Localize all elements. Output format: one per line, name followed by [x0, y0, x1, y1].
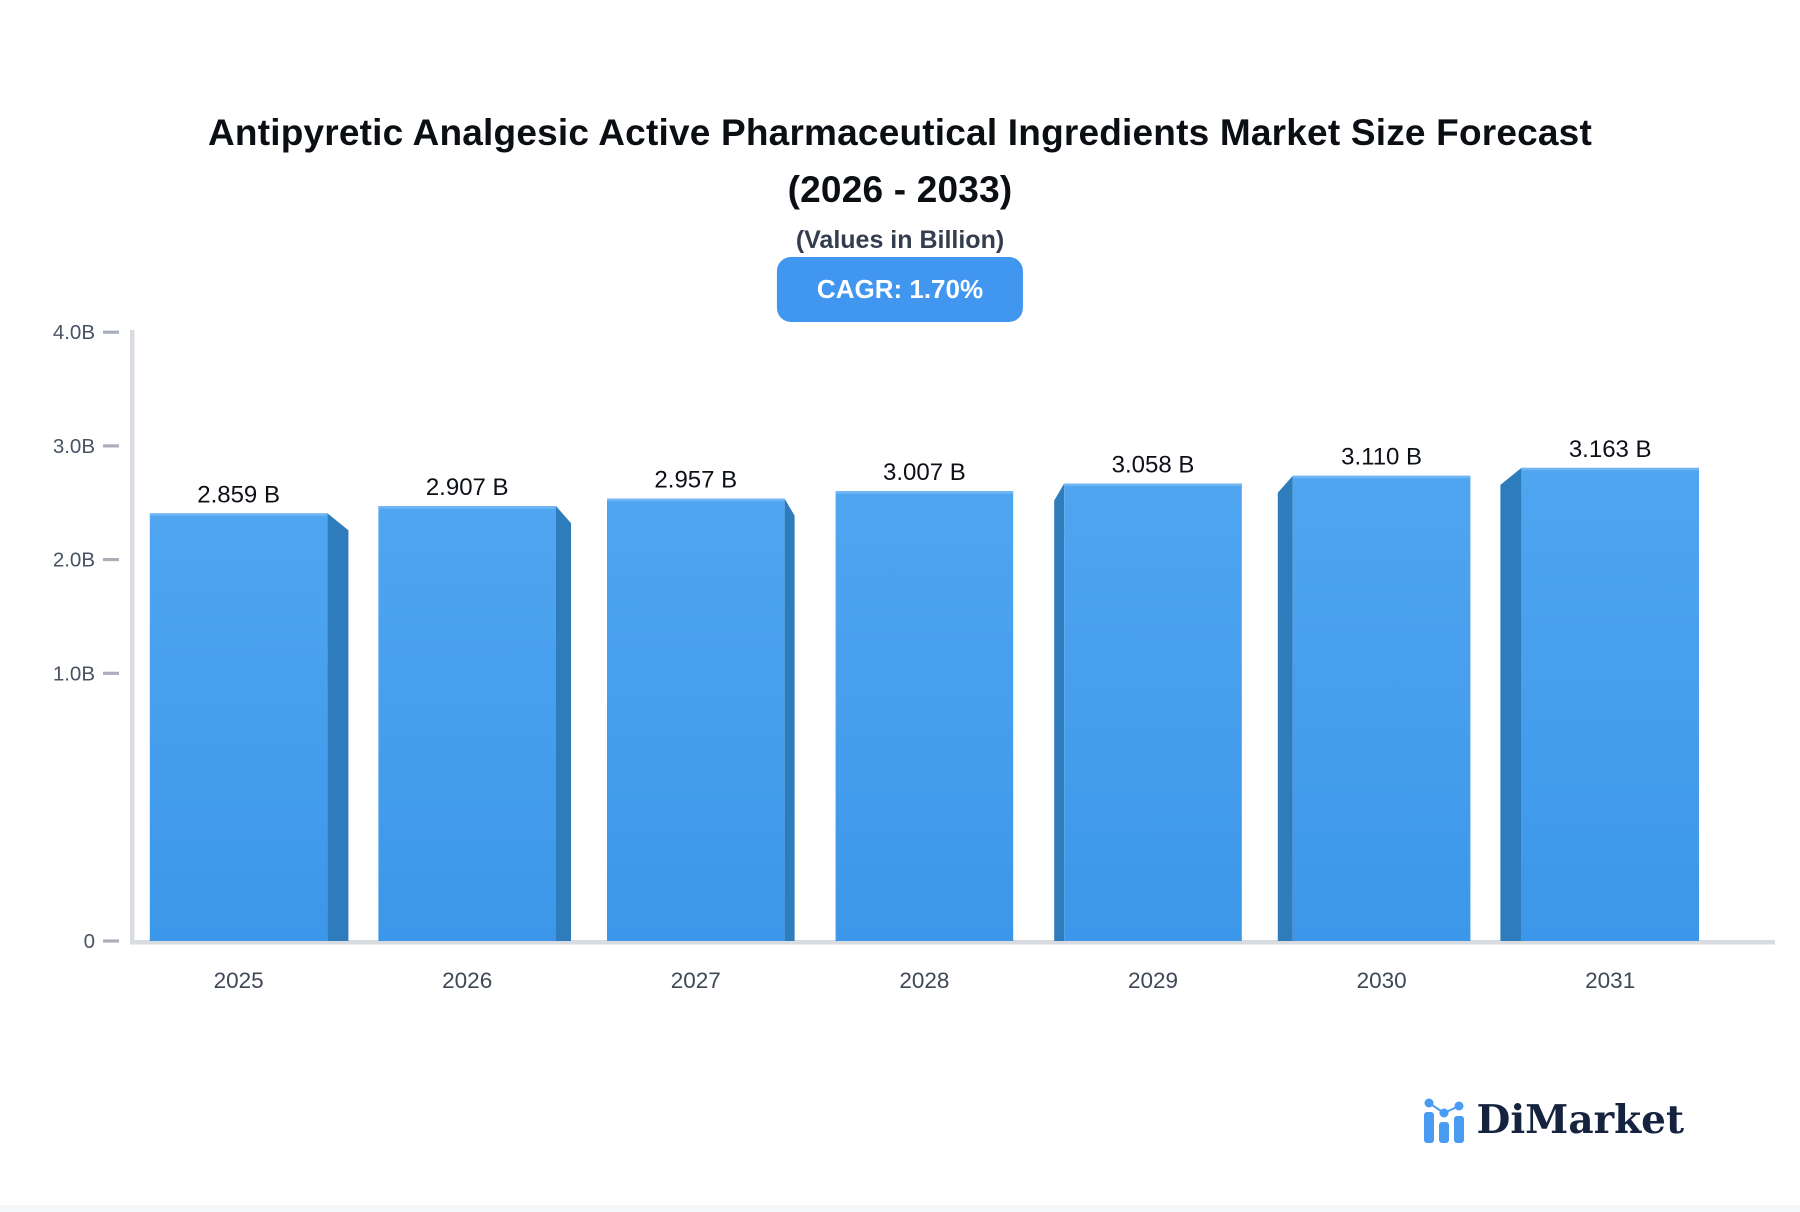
bar-top-edge — [378, 506, 556, 509]
bar-top-edge — [607, 498, 785, 502]
mini-bar-chart-icon — [1423, 1098, 1464, 1143]
bar — [149, 513, 328, 941]
x-tick-label: 2025 — [214, 968, 264, 993]
bar-side-face — [784, 498, 795, 941]
y-tick-label: 0 — [84, 930, 95, 953]
page-title: Antipyretic Analgesic Active Pharmaceuti… — [0, 104, 1800, 218]
y-tick-label: 3.0B — [53, 435, 95, 458]
x-tick-label: 2030 — [1357, 968, 1407, 993]
bar-side-face — [327, 513, 349, 941]
bar-top-edge — [1292, 475, 1471, 479]
x-axis-line — [130, 940, 1775, 945]
y-tick-label: 4.0B — [53, 321, 95, 344]
bar-top-edge — [1064, 483, 1242, 487]
x-tick-label: 2031 — [1585, 968, 1635, 993]
y-tick-label: 1.0B — [53, 662, 95, 685]
bar — [607, 498, 785, 941]
title-line-1: Antipyretic Analgesic Active Pharmaceuti… — [207, 112, 1592, 153]
bar-top-edge — [1521, 467, 1699, 471]
x-tick-label: 2029 — [1128, 968, 1178, 993]
bar-value-label: 3.163 B — [1569, 436, 1652, 463]
bottom-edge-strip — [0, 1205, 1800, 1212]
bar-side-face — [556, 506, 571, 941]
y-axis-line — [130, 330, 135, 945]
y-tick-mark — [103, 671, 119, 675]
cagr-badge: CAGR: 1.70% — [776, 257, 1024, 322]
logo-text: DiMarket — [1476, 1097, 1684, 1143]
y-tick-mark — [103, 558, 119, 562]
bar-value-label: 2.907 B — [426, 474, 509, 501]
bar-value-label: 3.058 B — [1112, 452, 1195, 479]
bar — [835, 491, 1014, 941]
bar — [1521, 467, 1699, 941]
y-tick-mark — [103, 939, 119, 943]
y-tick-mark — [103, 330, 119, 334]
x-tick-label: 2027 — [671, 968, 721, 993]
bar-top-edge — [149, 513, 328, 516]
title-line-2: (2026 - 2033) — [787, 169, 1013, 210]
x-tick-label: 2026 — [442, 968, 492, 993]
dimarket-logo: DiMarket — [1423, 1096, 1684, 1144]
bar-value-label: 3.110 B — [1341, 444, 1422, 471]
bar — [1064, 483, 1242, 941]
chart-subtitle: (Values in Billion) — [795, 226, 1005, 254]
bar-value-label: 2.957 B — [654, 467, 737, 494]
bar-side-face — [1500, 467, 1522, 941]
y-tick-label: 2.0B — [53, 549, 95, 572]
y-tick-mark — [103, 444, 119, 448]
bar-side-face — [1277, 475, 1293, 941]
bar — [1292, 475, 1471, 941]
bar-value-label: 3.007 B — [883, 459, 966, 486]
x-tick-label: 2028 — [899, 968, 949, 993]
bar-side-face — [1054, 483, 1065, 941]
bar-value-label: 2.859 B — [197, 481, 280, 508]
bar — [378, 506, 556, 941]
bar-top-edge — [835, 491, 1014, 494]
